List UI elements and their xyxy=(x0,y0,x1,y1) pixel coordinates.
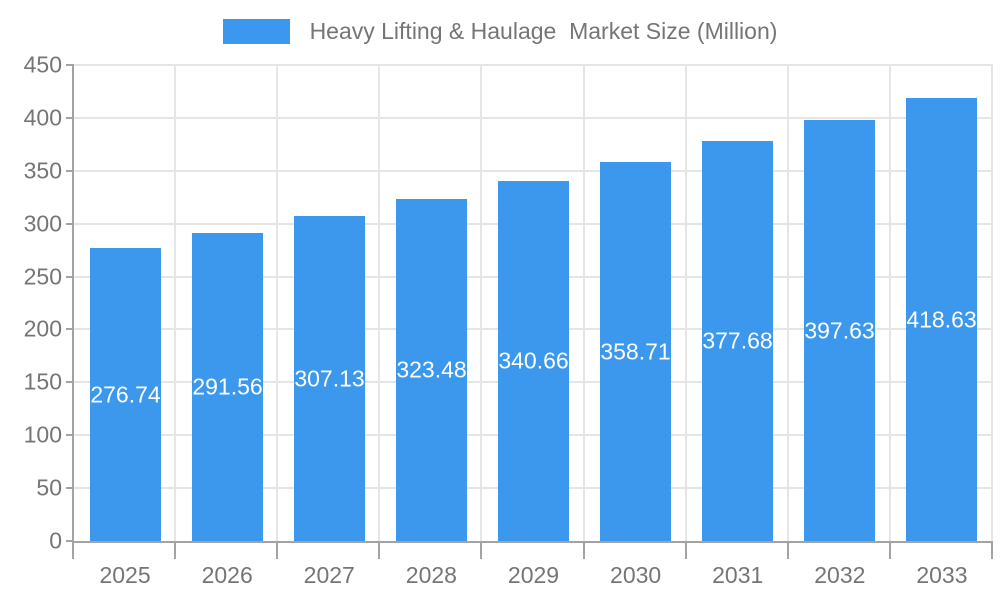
bar: 358.71 xyxy=(600,162,671,541)
y-axis-tick xyxy=(66,275,74,278)
x-axis-tick xyxy=(684,541,687,559)
bar: 291.56 xyxy=(192,233,263,541)
x-axis-label: 2029 xyxy=(507,562,560,588)
x-axis-tick xyxy=(72,541,74,559)
bar: 340.66 xyxy=(498,181,569,541)
y-axis-label: 150 xyxy=(23,368,62,395)
y-axis-tick xyxy=(66,540,74,542)
chart-legend[interactable]: Heavy Lifting & Haulage Market Size (Mil… xyxy=(0,14,1000,48)
x-gridline xyxy=(684,65,687,541)
y-axis-tick xyxy=(66,222,74,225)
bar-value-label: 291.56 xyxy=(192,373,263,400)
y-axis-label: 50 xyxy=(36,474,62,501)
x-axis-line xyxy=(72,541,993,543)
x-axis-label: 2028 xyxy=(405,562,457,588)
bar: 397.63 xyxy=(804,120,875,541)
x-axis-label: 2027 xyxy=(303,562,355,588)
x-gridline xyxy=(991,65,993,541)
x-axis-tick xyxy=(378,541,381,559)
legend-label: Heavy Lifting & Haulage Market Size (Mil… xyxy=(309,17,778,44)
y-axis-label: 450 xyxy=(23,51,62,78)
y-axis-label: 350 xyxy=(23,157,62,184)
x-axis-tick xyxy=(174,541,177,559)
bar: 418.63 xyxy=(906,98,977,541)
y-axis-tick xyxy=(66,64,74,66)
y-axis-tick xyxy=(66,487,74,490)
x-axis-label: 2025 xyxy=(99,562,151,588)
y-axis-tick xyxy=(66,434,74,437)
y-axis-tick xyxy=(66,328,74,331)
legend-swatch xyxy=(222,18,290,44)
x-axis-tick xyxy=(991,541,993,559)
x-gridline xyxy=(378,65,381,541)
x-gridline xyxy=(480,65,483,541)
bar-value-label: 307.13 xyxy=(294,365,365,391)
y-axis-tick xyxy=(66,169,74,172)
x-axis-tick xyxy=(480,541,483,559)
x-axis-label: 2032 xyxy=(814,562,866,588)
x-axis-tick xyxy=(582,541,585,559)
y-axis-line xyxy=(72,65,74,541)
bar-value-label: 377.68 xyxy=(702,327,773,354)
y-axis-tick xyxy=(66,381,74,384)
y-axis-tick xyxy=(66,116,74,119)
bar-value-label: 358.71 xyxy=(600,338,671,364)
x-axis-tick xyxy=(888,541,891,559)
bar-value-label: 340.66 xyxy=(498,347,569,374)
y-axis-label: 100 xyxy=(23,421,62,448)
x-axis-label: 2033 xyxy=(916,562,968,588)
plot-area: 0 50 100 150 200 250 300 350 400 450 276.74 2025 291… xyxy=(24,52,993,588)
y-axis-label: 250 xyxy=(23,263,62,290)
y-axis-label: 0 xyxy=(49,527,62,554)
x-axis-tick xyxy=(276,541,279,559)
x-gridline xyxy=(276,65,279,541)
x-gridline xyxy=(174,65,177,541)
x-gridline xyxy=(786,65,789,541)
y-axis-label: 300 xyxy=(23,210,62,237)
bar-value-label: 418.63 xyxy=(906,306,977,332)
bar: 307.13 xyxy=(294,216,365,541)
x-axis-label: 2031 xyxy=(712,562,764,588)
x-axis-label: 2026 xyxy=(201,562,253,588)
bar-value-label: 276.74 xyxy=(90,381,161,407)
bar: 276.74 xyxy=(90,248,161,541)
x-gridline xyxy=(888,65,891,541)
x-gridline xyxy=(582,65,585,541)
bar: 323.48 xyxy=(396,199,467,541)
y-axis-label: 400 xyxy=(23,104,62,131)
bar-value-label: 323.48 xyxy=(396,356,467,383)
y-gridline xyxy=(74,64,993,66)
y-axis-label: 200 xyxy=(23,315,62,342)
x-axis-tick xyxy=(786,541,789,559)
y-gridline xyxy=(74,169,993,172)
bar-value-label: 397.63 xyxy=(804,317,875,343)
x-axis-label: 2030 xyxy=(610,562,662,588)
y-gridline xyxy=(74,116,993,119)
bar: 377.68 xyxy=(702,141,773,541)
